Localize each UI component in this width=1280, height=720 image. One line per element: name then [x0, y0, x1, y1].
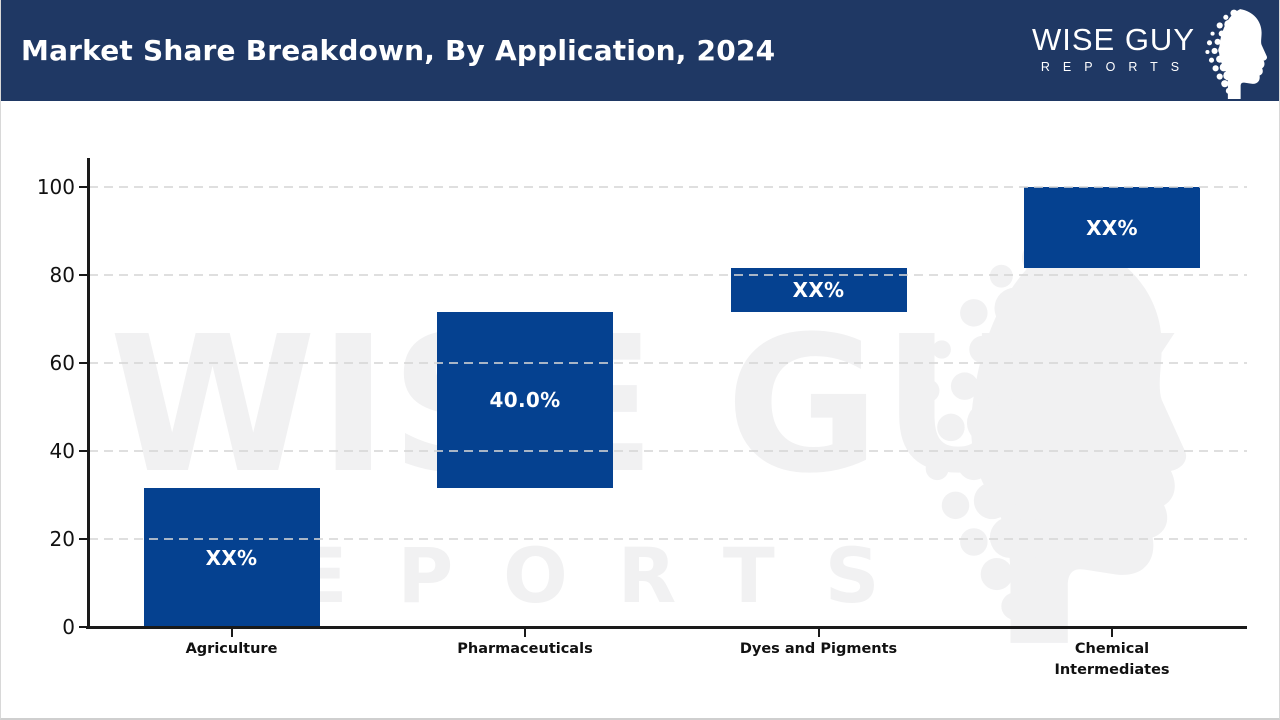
bar-agriculture: XX%	[143, 488, 320, 627]
gridline-y80	[89, 274, 1247, 276]
bar-value-label: XX%	[792, 278, 845, 303]
xtick-label-1: Agriculture	[185, 641, 278, 657]
bar-value-label: XX%	[1086, 215, 1138, 240]
xtick-mark-3	[817, 628, 820, 637]
gridline-y60	[89, 362, 1247, 364]
ytick-label-80: 80	[49, 263, 75, 287]
xtick-mark-4	[1111, 628, 1113, 637]
watermark-head-icon	[909, 239, 1187, 643]
ytick-mark-60	[79, 362, 87, 364]
bar-value-label: XX%	[205, 545, 258, 570]
ytick-label-0: 0	[62, 615, 75, 639]
gridline-y40	[89, 450, 1247, 452]
y-axis-line	[87, 158, 90, 628]
page-title: Market Share Breakdown, By Application, …	[21, 34, 776, 67]
bar-chart-area: WISE GUY REPORTS XX% 40.0% XX% XX% 0 20 40 60 80…	[1, 101, 1279, 718]
logo-wordmark: WISE GUY REPORTS	[1032, 22, 1195, 74]
logo-line1: WISE GUY	[1031, 22, 1195, 57]
gridline-y20	[89, 538, 1247, 540]
ytick-label-60: 60	[49, 351, 75, 375]
header-banner: Market Share Breakdown, By Application, …	[1, 0, 1279, 101]
dotted-head-profile-icon	[1205, 9, 1268, 99]
ytick-mark-0	[79, 626, 87, 628]
logo-line2: REPORTS	[1040, 60, 1193, 74]
bar-value-label: 40.0%	[489, 388, 561, 413]
ytick-label-20: 20	[49, 527, 75, 551]
x-axis-line	[86, 626, 1247, 629]
ytick-mark-80	[79, 274, 87, 276]
gridline-y100	[89, 186, 1247, 188]
ytick-label-100: 100	[36, 175, 75, 199]
xtick-mark-1	[230, 628, 233, 637]
xtick-label-4: Chemical Intermediates	[1054, 641, 1170, 678]
bar-chemical-intermediates: XX%	[1024, 187, 1200, 269]
bar-pharmaceuticals: 40.0%	[437, 312, 613, 489]
xtick-label-3: Dyes and Pigments	[739, 641, 898, 657]
wise-guy-reports-logo: WISE GUY REPORTS	[1013, 0, 1273, 101]
ytick-mark-20	[79, 538, 87, 540]
ytick-mark-40	[79, 450, 87, 452]
ytick-label-40: 40	[49, 439, 75, 463]
ytick-mark-100	[79, 186, 87, 188]
xtick-label-2: Pharmaceuticals	[457, 641, 593, 657]
xtick-mark-2	[524, 628, 526, 637]
